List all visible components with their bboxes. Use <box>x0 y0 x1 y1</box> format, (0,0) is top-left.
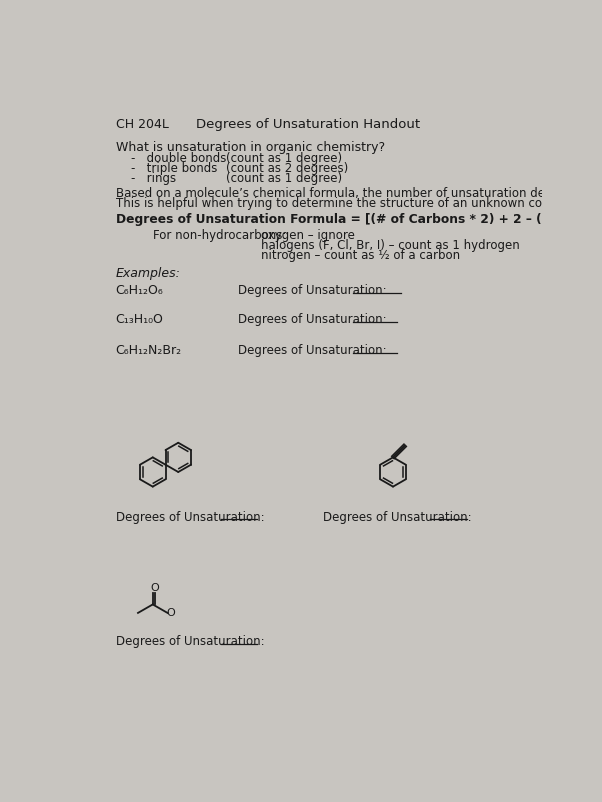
Text: This is helpful when trying to determine the structure of an unknown compound.: This is helpful when trying to determine… <box>116 197 594 210</box>
Text: CH 204L: CH 204L <box>116 118 169 131</box>
Text: For non-hydrocarbons:: For non-hydrocarbons: <box>153 229 286 242</box>
Text: Examples:: Examples: <box>116 267 181 280</box>
Text: -   triple bonds: - triple bonds <box>131 163 217 176</box>
Text: What is unsaturation in organic chemistry?: What is unsaturation in organic chemistr… <box>116 141 385 154</box>
Text: halogens (F, Cl, Br, I) – count as 1 hydrogen: halogens (F, Cl, Br, I) – count as 1 hyd… <box>261 240 520 253</box>
Text: -   rings: - rings <box>131 172 176 185</box>
Text: C₁₃H₁₀O: C₁₃H₁₀O <box>116 314 163 326</box>
Text: (count as 1 degree): (count as 1 degree) <box>226 172 343 185</box>
Text: Degrees of Unsaturation:: Degrees of Unsaturation: <box>238 314 386 326</box>
Text: Degrees of Unsaturation Handout: Degrees of Unsaturation Handout <box>196 118 421 131</box>
Text: nitrogen – count as ½ of a carbon: nitrogen – count as ½ of a carbon <box>261 249 461 262</box>
Text: O: O <box>150 582 159 593</box>
Text: O: O <box>166 608 175 618</box>
Text: -   double bonds: - double bonds <box>131 152 226 165</box>
Text: Degrees of Unsaturation Formula = [(# of Carbons * 2) + 2 – (# of hydrogens)] / : Degrees of Unsaturation Formula = [(# of… <box>116 213 602 225</box>
Text: Degrees of Unsaturation:: Degrees of Unsaturation: <box>323 511 472 524</box>
Text: Based on a molecule’s chemical formula, the number of unsaturation degrees can b: Based on a molecule’s chemical formula, … <box>116 187 602 200</box>
Text: Degrees of Unsaturation:: Degrees of Unsaturation: <box>116 635 264 648</box>
Text: Degrees of Unsaturation:: Degrees of Unsaturation: <box>238 344 386 357</box>
Text: Degrees of Unsaturation:: Degrees of Unsaturation: <box>238 284 386 297</box>
Text: C₆H₁₂O₆: C₆H₁₂O₆ <box>116 284 163 297</box>
Text: (count as 2 degrees): (count as 2 degrees) <box>226 163 349 176</box>
Text: C₆H₁₂N₂Br₂: C₆H₁₂N₂Br₂ <box>116 344 182 357</box>
Text: oxygen – ignore: oxygen – ignore <box>261 229 355 242</box>
Text: (count as 1 degree): (count as 1 degree) <box>226 152 343 165</box>
Text: Degrees of Unsaturation:: Degrees of Unsaturation: <box>116 511 264 524</box>
